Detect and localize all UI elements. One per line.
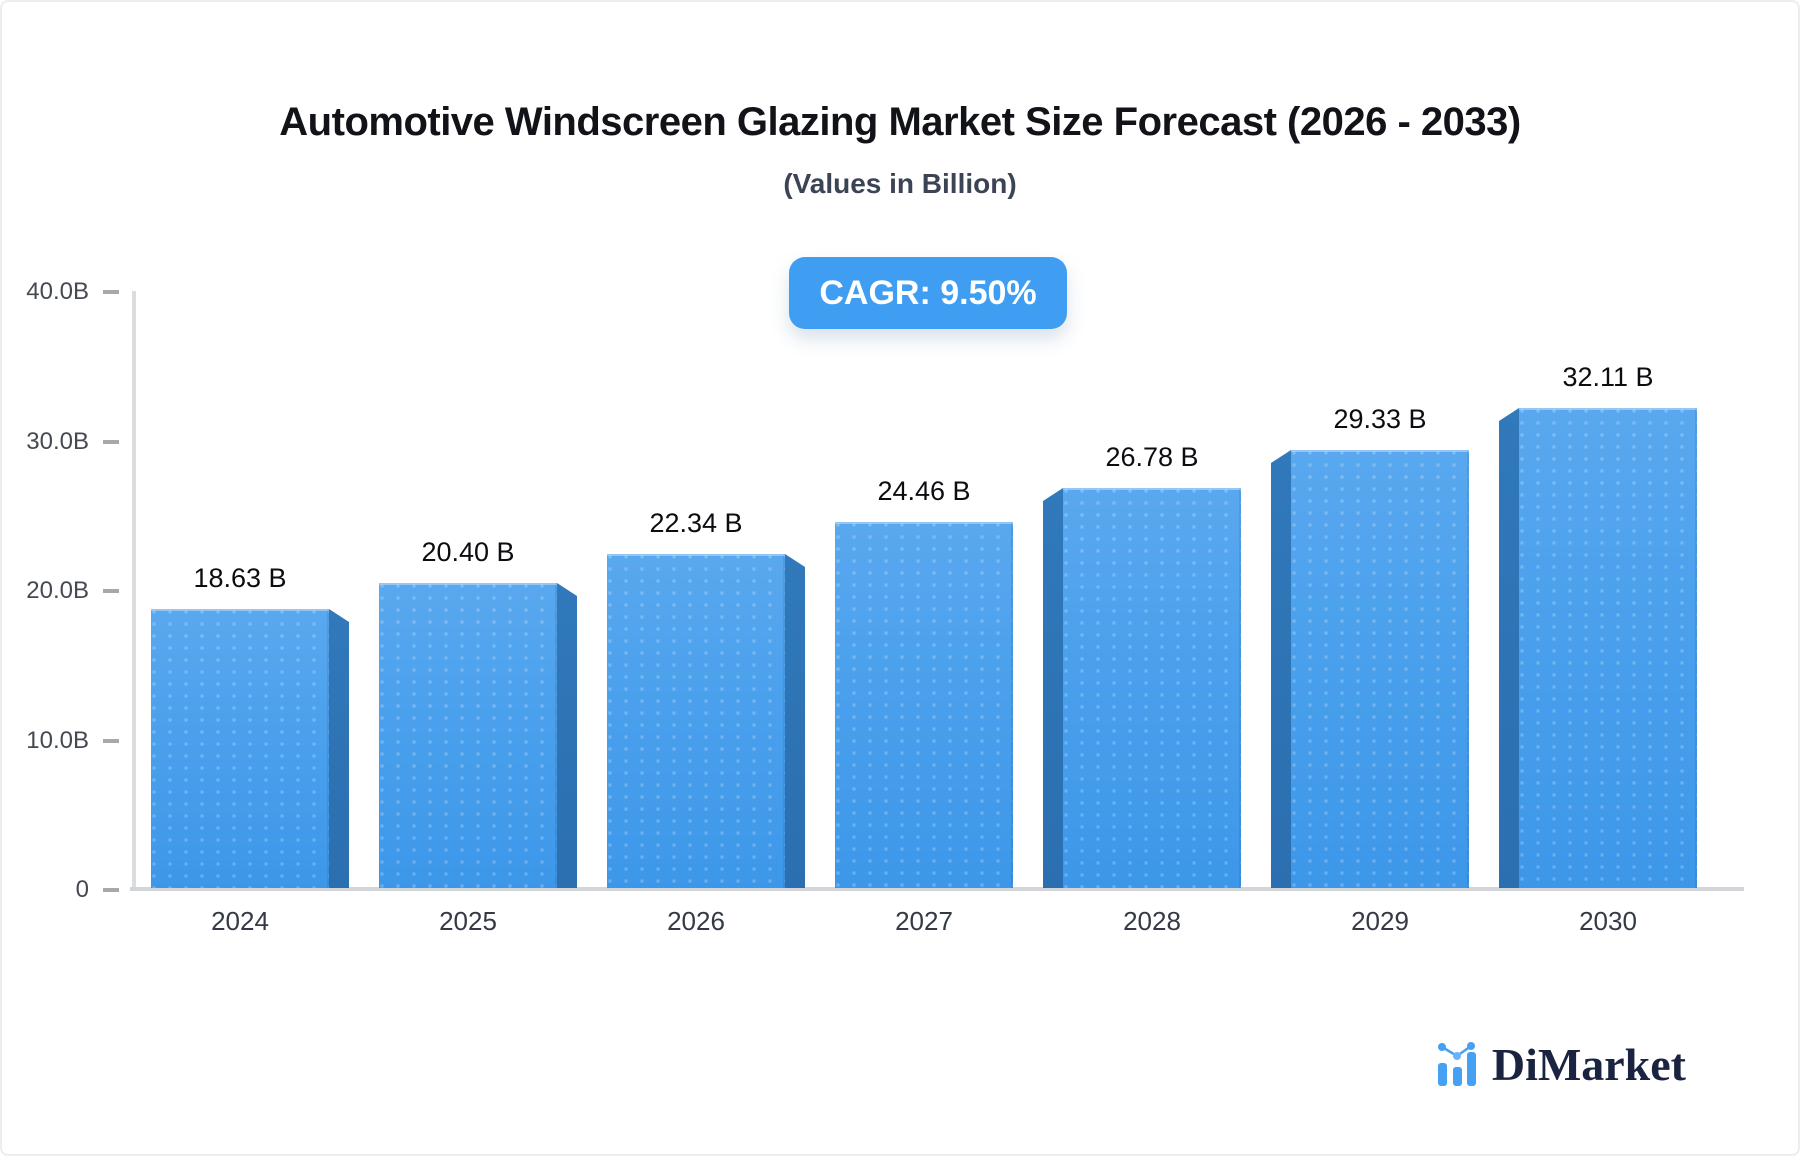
bar-2030 [1519,408,1697,888]
x-axis-label-2030: 2030 [1579,906,1637,936]
bar-2027 [835,522,1013,888]
x-axis-label-2025: 2025 [439,906,497,936]
bar-2025 [379,583,557,888]
brand-logo: DiMarket [1436,1040,1686,1090]
x-axis-label-2024: 2024 [211,906,269,936]
x-axis-label-2027: 2027 [895,906,953,936]
bar-side-face [557,583,577,888]
bar-2029 [1291,450,1469,888]
bar-value-label: 22.34 B [649,508,743,538]
y-axis-tick [103,290,119,294]
x-axis-label-2026: 2026 [667,906,725,936]
x-axis-label-2028: 2028 [1123,906,1181,936]
y-axis-tick-label: 0 [75,876,89,903]
y-axis-line [132,291,136,889]
bar-value-label: 29.33 B [1333,404,1427,434]
x-axis-label-2029: 2029 [1351,906,1409,936]
y-axis-tick-label: 30.0B [26,428,89,455]
chart-title: Automotive Windscreen Glazing Market Siz… [279,100,1521,144]
bar-side-face [1499,408,1519,888]
bar-value-label: 32.11 B [1562,362,1654,392]
bar-side-face [1043,488,1063,888]
bar-value-label: 18.63 B [193,563,287,593]
bar-side-face [1271,450,1291,888]
y-axis-tick-label: 10.0B [26,727,89,754]
bar-value-label: 24.46 B [877,476,971,506]
y-axis-tick [103,739,119,743]
bar-2028 [1063,488,1241,888]
y-axis-tick [103,440,119,444]
chart-subtitle: (Values in Billion) [783,168,1017,199]
bar-2024 [151,609,329,888]
x-axis-line [130,887,1744,891]
y-axis-tick [103,589,119,593]
bar-2026 [607,554,785,888]
mini-bar-line-chart-icon [1437,1042,1476,1086]
cagr-badge: CAGR: 9.50% [789,257,1067,329]
brand-name: DiMarket [1491,1039,1686,1090]
bar-value-label: 26.78 B [1105,442,1199,472]
y-axis-tick-label: 40.0B [26,278,89,305]
bar-side-face [329,609,349,888]
bar-value-label: 20.40 B [421,537,515,567]
bar-side-face [785,554,805,888]
y-axis-tick [103,888,119,892]
y-axis-tick-label: 20.0B [26,577,89,604]
